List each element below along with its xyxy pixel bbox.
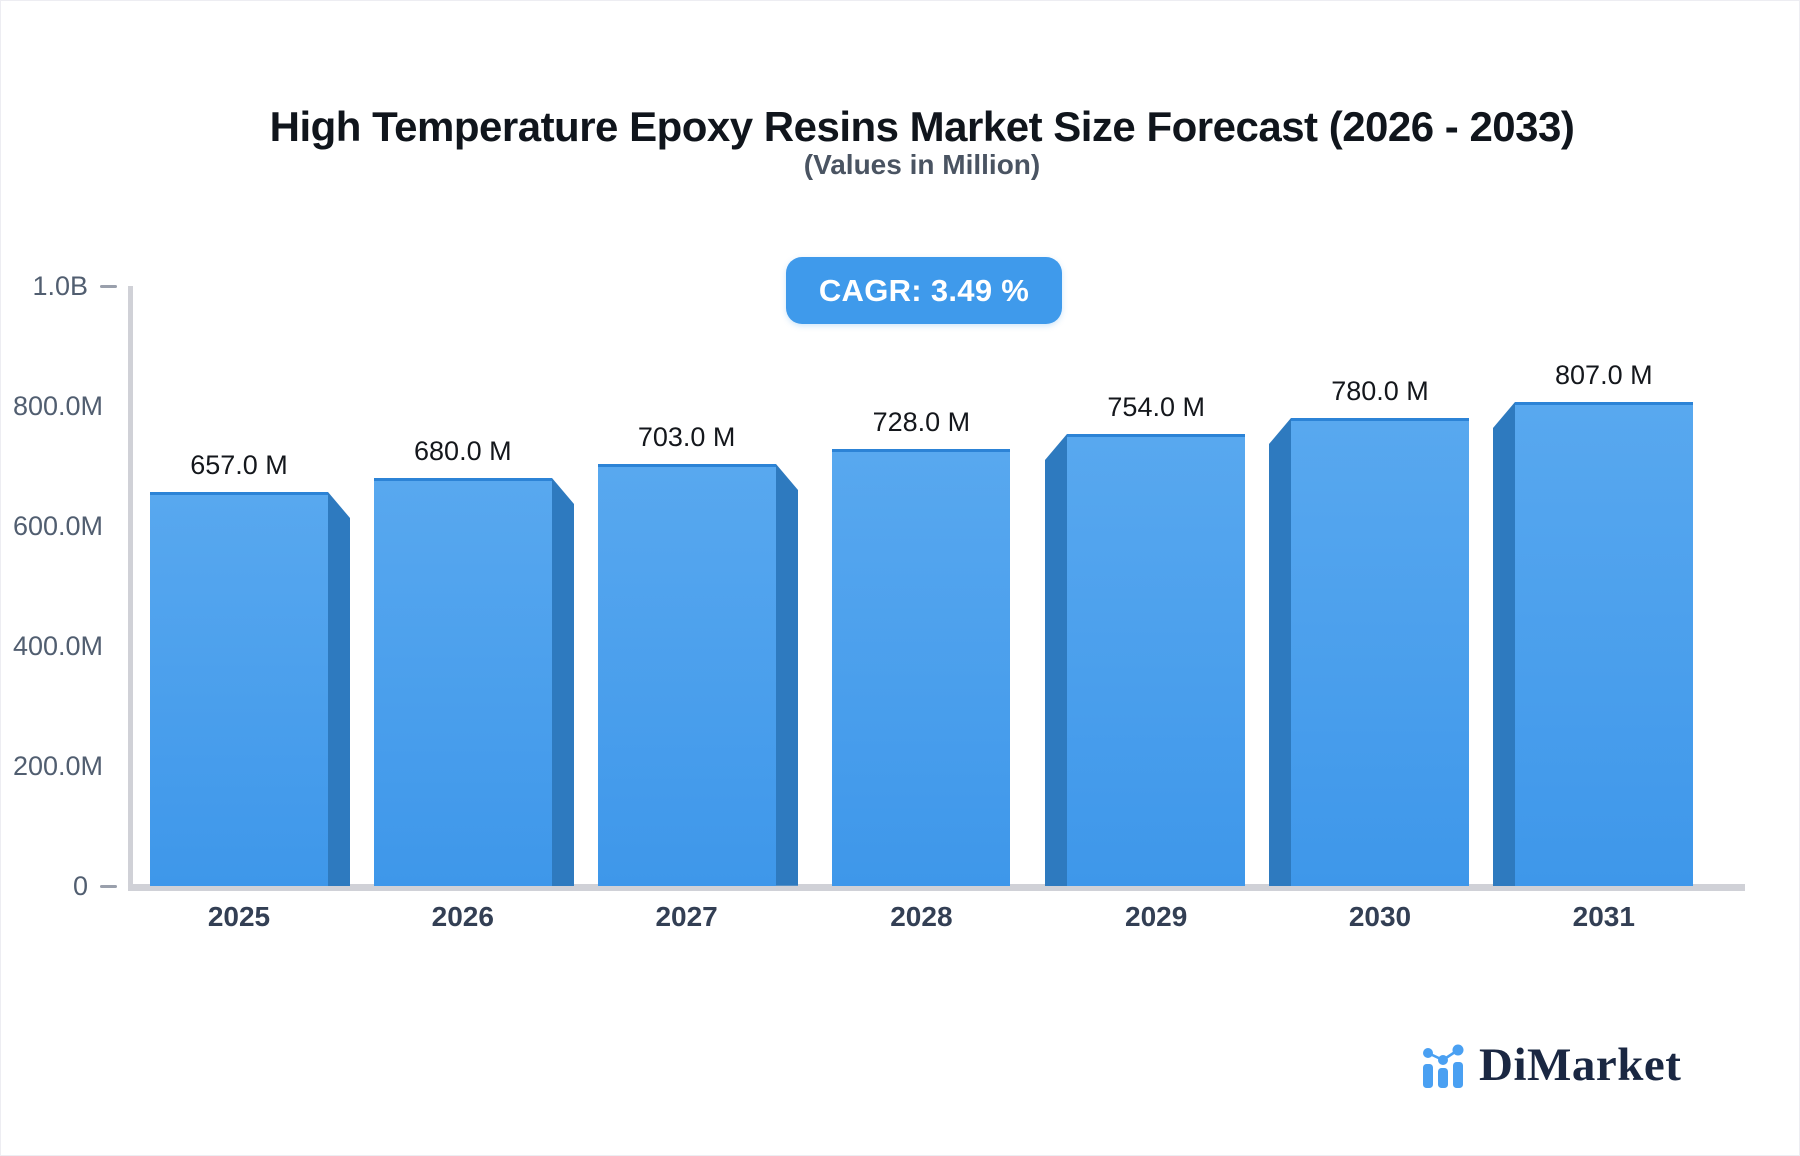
bar-side-face (1045, 433, 1068, 886)
y-axis-line (128, 286, 133, 886)
bar-2027[interactable] (597, 464, 776, 886)
y-tick-label: 800.0M (12, 391, 103, 421)
bar-value-label: 703.0 M (637, 422, 736, 453)
cagr-badge-label: CAGR: 3.49 % (818, 272, 1030, 308)
chart-subtitle: (Values in Million) (803, 149, 1041, 180)
x-axis-label-2027: 2027 (655, 901, 718, 932)
bar-side-face (775, 464, 798, 886)
y-tick-label: 0 (72, 871, 88, 901)
dimarket-logo: DiMarket (1420, 1036, 1681, 1094)
x-axis-label-2030: 2030 (1348, 901, 1412, 932)
bar-side-face (1269, 418, 1291, 886)
bar-2026[interactable] (373, 478, 552, 886)
cagr-badge: CAGR: 3.49 % (786, 257, 1062, 324)
bar-value-label: 754.0 M (1107, 391, 1205, 422)
bar-value-label: 728.0 M (872, 407, 971, 438)
bar-value-label: 680.0 M (414, 436, 512, 466)
bar-side-face (328, 491, 350, 886)
y-tick-label: 1.0B (32, 271, 88, 301)
x-axis-label-2026: 2026 (431, 901, 494, 932)
bar-side-face (551, 478, 574, 886)
bar-value-label: 657.0 M (190, 449, 288, 480)
y-tick-dash (100, 885, 117, 888)
page-title: High Temperature Epoxy Resins Market Siz… (269, 103, 1575, 150)
y-tick-dash (100, 285, 117, 288)
y-tick-label: 600.0M (12, 511, 103, 541)
bar-side-face (1492, 401, 1515, 886)
bar-2029[interactable] (1067, 433, 1246, 886)
x-axis-label-2031: 2031 (1572, 901, 1635, 932)
bar-line-chart-icon (1423, 1044, 1464, 1088)
y-tick-label: 200.0M (12, 751, 103, 781)
x-axis-label-2029: 2029 (1125, 901, 1188, 932)
bar-2031[interactable] (1514, 401, 1693, 886)
bar-2028[interactable] (832, 449, 1011, 886)
bar-value-label: 780.0 M (1331, 376, 1429, 406)
x-axis-label-2028: 2028 (890, 901, 953, 932)
bar-2025[interactable] (150, 491, 328, 886)
dimarket-logo-text: DiMarket (1479, 1039, 1682, 1091)
x-axis-label-2025: 2025 (207, 901, 271, 932)
bar-value-label: 807.0 M (1555, 359, 1653, 390)
x-axis-baseline (128, 884, 1745, 891)
y-tick-label: 400.0M (12, 631, 103, 661)
bar-2030[interactable] (1291, 418, 1469, 886)
